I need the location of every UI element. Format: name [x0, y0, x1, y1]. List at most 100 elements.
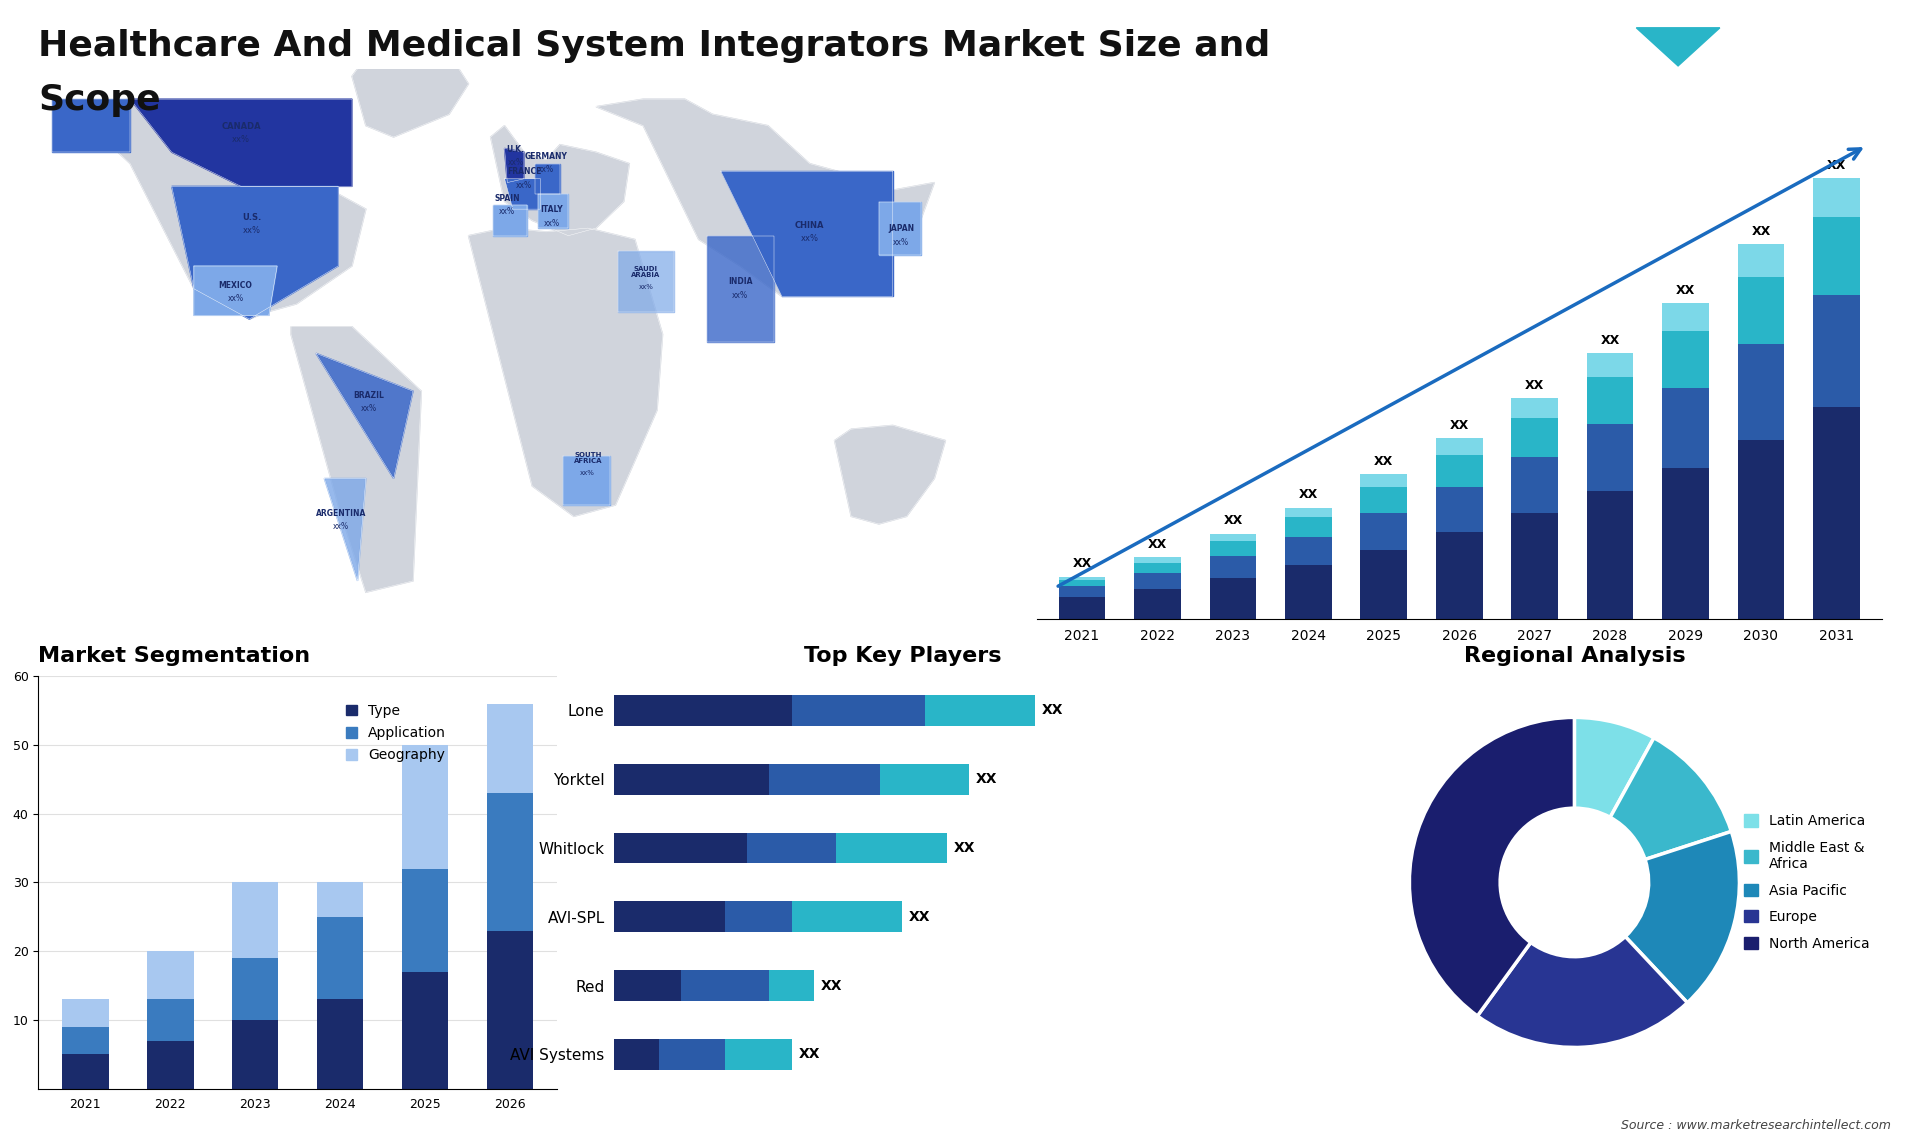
Text: XX: XX: [799, 1047, 820, 1061]
Bar: [1738, 277, 1784, 345]
Text: xx%: xx%: [499, 207, 515, 217]
Polygon shape: [505, 149, 524, 182]
Bar: [614, 694, 791, 725]
Polygon shape: [538, 194, 568, 228]
Text: XX: XX: [1375, 455, 1394, 468]
Text: CANADA: CANADA: [221, 121, 261, 131]
Legend: Latin America, Middle East &
Africa, Asia Pacific, Europe, North America: Latin America, Middle East & Africa, Asi…: [1738, 809, 1874, 956]
Bar: [1361, 513, 1407, 550]
Text: xx%: xx%: [732, 291, 749, 300]
Bar: [1361, 474, 1407, 487]
Title: Regional Analysis: Regional Analysis: [1463, 646, 1686, 666]
Bar: [61, 999, 109, 1027]
Polygon shape: [595, 99, 935, 297]
Polygon shape: [131, 99, 351, 187]
Bar: [486, 704, 534, 793]
Bar: [232, 958, 278, 1020]
Bar: [401, 745, 449, 869]
Text: XX: XX: [1223, 515, 1242, 527]
Bar: [614, 971, 682, 1002]
Text: XX: XX: [820, 979, 843, 992]
Bar: [1511, 513, 1557, 619]
Bar: [486, 931, 534, 1089]
Text: SPAIN: SPAIN: [495, 194, 520, 203]
Bar: [791, 694, 925, 725]
Bar: [1663, 387, 1709, 468]
Text: xx%: xx%: [801, 234, 818, 243]
Bar: [682, 971, 770, 1002]
Polygon shape: [52, 99, 367, 319]
Bar: [61, 1027, 109, 1054]
Polygon shape: [720, 171, 893, 297]
Bar: [1812, 295, 1860, 407]
Wedge shape: [1624, 832, 1740, 1003]
Text: SOUTH: SOUTH: [574, 452, 601, 458]
Text: XX: XX: [1043, 704, 1064, 717]
Text: XX: XX: [1601, 333, 1620, 346]
Bar: [1436, 533, 1482, 619]
Bar: [1210, 578, 1256, 619]
Polygon shape: [563, 456, 611, 505]
Bar: [1663, 304, 1709, 331]
Bar: [401, 869, 449, 972]
Polygon shape: [194, 266, 276, 315]
Text: XX: XX: [1751, 225, 1770, 237]
Bar: [1436, 439, 1482, 455]
Text: XX: XX: [1148, 537, 1167, 551]
Text: xx%: xx%: [332, 523, 349, 531]
Text: xx%: xx%: [361, 405, 376, 414]
Text: MARKET
RESEARCH
INTELLECT: MARKET RESEARCH INTELLECT: [1740, 29, 1801, 64]
Bar: [1284, 508, 1332, 517]
Bar: [146, 1041, 194, 1089]
Polygon shape: [171, 187, 338, 319]
Bar: [1058, 597, 1106, 619]
Polygon shape: [618, 251, 674, 312]
Wedge shape: [1476, 936, 1688, 1047]
Bar: [791, 902, 902, 933]
Text: XX: XX: [1298, 488, 1317, 501]
Bar: [1511, 457, 1557, 513]
Bar: [1511, 418, 1557, 457]
Bar: [1663, 331, 1709, 387]
Bar: [232, 1020, 278, 1089]
Bar: [614, 763, 770, 794]
Polygon shape: [351, 54, 468, 138]
Polygon shape: [835, 425, 945, 524]
Bar: [61, 1054, 109, 1089]
Title: Top Key Players: Top Key Players: [804, 646, 1000, 666]
Bar: [1812, 217, 1860, 295]
Bar: [1135, 573, 1181, 589]
Bar: [747, 832, 835, 863]
Text: xx%: xx%: [639, 284, 653, 290]
Text: XX: XX: [1524, 379, 1544, 392]
Bar: [486, 793, 534, 931]
Text: XX: XX: [1073, 557, 1092, 571]
Polygon shape: [879, 202, 920, 254]
Polygon shape: [707, 236, 774, 342]
Bar: [1210, 556, 1256, 578]
Bar: [1284, 517, 1332, 536]
Bar: [232, 882, 278, 958]
Bar: [726, 1039, 791, 1070]
Bar: [1210, 534, 1256, 541]
Legend: Type, Application, Geography: Type, Application, Geography: [346, 704, 445, 762]
Bar: [1284, 565, 1332, 619]
Text: Market Segmentation: Market Segmentation: [38, 646, 311, 666]
Text: xx%: xx%: [543, 219, 561, 228]
Text: xx%: xx%: [244, 226, 261, 235]
Bar: [1058, 576, 1106, 580]
Text: XX: XX: [954, 841, 975, 855]
Text: XX: XX: [1676, 284, 1695, 297]
Text: xx%: xx%: [580, 470, 595, 476]
Polygon shape: [292, 327, 420, 592]
Bar: [401, 972, 449, 1089]
Text: XX: XX: [908, 910, 931, 924]
Polygon shape: [493, 205, 526, 236]
Bar: [1135, 563, 1181, 573]
Text: CHINA: CHINA: [795, 220, 824, 229]
Polygon shape: [536, 164, 561, 194]
Bar: [1586, 424, 1634, 492]
Text: BRAZIL: BRAZIL: [353, 391, 384, 400]
Bar: [1436, 455, 1482, 487]
Text: FRANCE: FRANCE: [507, 167, 541, 176]
